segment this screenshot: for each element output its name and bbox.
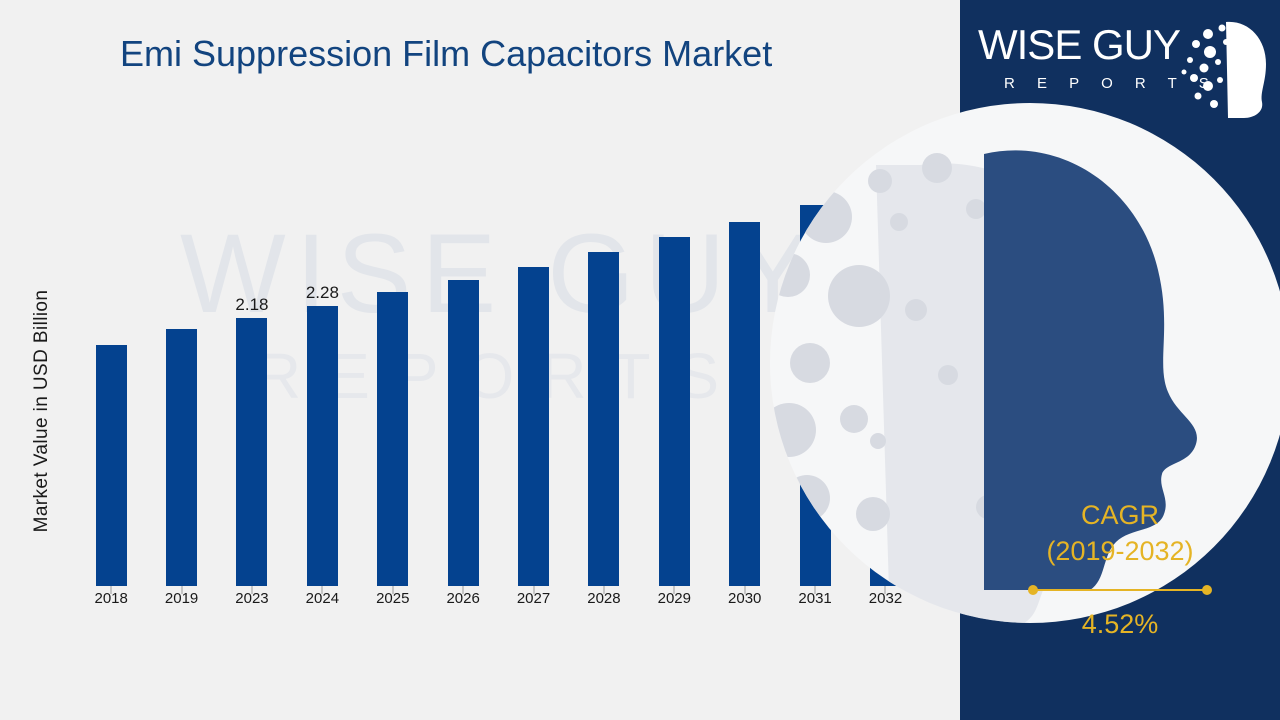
x-axis-tick xyxy=(392,586,394,594)
bar-slot xyxy=(146,150,216,594)
x-axis-tick xyxy=(462,586,464,594)
y-axis-label: Market Value in USD Billion xyxy=(31,289,52,533)
x-axis-tick xyxy=(744,586,746,594)
x-axis-label: 2025 xyxy=(376,590,410,607)
brand-logo: WISE GUY R E P O R T S xyxy=(978,21,1268,124)
bar xyxy=(377,292,409,586)
cagr-title-line1: CAGR xyxy=(1080,500,1159,530)
cagr-block: CAGR (2019-2032) 4.52% xyxy=(960,498,1280,640)
bar-slot xyxy=(498,150,568,594)
bar xyxy=(729,222,761,586)
bar xyxy=(588,251,620,586)
x-axis-tick xyxy=(110,586,112,594)
plot-area: 2.182.283.25 xyxy=(76,150,921,594)
page-title: Emi Suppression Film Capacitors Market xyxy=(120,33,773,74)
brand-logo-subtitle: R E P O R T S xyxy=(1004,75,1218,92)
x-axis-tick xyxy=(251,586,253,594)
x-axis-label: 2019 xyxy=(164,590,199,607)
bar-slot xyxy=(428,150,498,594)
bar-value-label: 2.28 xyxy=(305,282,339,302)
x-axis-label: 2028 xyxy=(587,590,621,607)
x-axis-label: 2024 xyxy=(305,590,340,607)
bar xyxy=(447,280,479,586)
bar-slot xyxy=(710,150,780,594)
bar-slot xyxy=(76,150,146,594)
brand-panel: WISE GUY R E P O R T S xyxy=(770,0,1280,720)
cagr-title-line2: (2019-2032) xyxy=(1046,535,1194,566)
bar: 2.18 xyxy=(235,295,269,586)
x-axis-label: 2027 xyxy=(516,590,551,607)
x-axis-label: 2026 xyxy=(446,590,480,607)
x-axis-label: 2018 xyxy=(94,590,128,607)
brand-logo-wordmark: WISE GUY xyxy=(978,21,1181,68)
bar-slot xyxy=(569,150,639,594)
x-axis-tick xyxy=(181,586,183,594)
bar-slot: 2.18 xyxy=(217,150,287,594)
x-axis-tick xyxy=(884,586,886,594)
cagr-divider-line xyxy=(1033,589,1207,592)
logo-head-dots-icon xyxy=(1181,21,1266,118)
bar-series: 2.182.283.25 xyxy=(76,150,921,594)
x-axis-tick xyxy=(673,586,675,594)
bar xyxy=(95,345,127,586)
bar-slot xyxy=(639,150,709,594)
x-axis-label: 2023 xyxy=(235,590,269,607)
bar-slot: 2.28 xyxy=(287,150,357,594)
bar xyxy=(658,237,690,586)
blue-head-profile-icon xyxy=(984,150,1197,590)
x-axis-tick xyxy=(321,586,323,594)
cagr-divider xyxy=(1028,585,1212,596)
x-axis-tick xyxy=(533,586,535,594)
x-axis-tick xyxy=(603,586,605,594)
bar-slot xyxy=(358,150,428,594)
bar xyxy=(166,329,198,586)
x-axis-tick xyxy=(814,586,816,594)
cagr-value: 4.52% xyxy=(1081,609,1159,640)
x-axis-label: 2030 xyxy=(728,590,762,607)
cagr-divider-dot-right xyxy=(1202,585,1212,596)
x-axis-label: 2029 xyxy=(657,590,691,607)
bar xyxy=(518,266,550,586)
bar-value-label: 2.18 xyxy=(235,295,269,315)
x-axis-label: 2031 xyxy=(798,590,832,607)
bar: 2.28 xyxy=(306,283,339,586)
